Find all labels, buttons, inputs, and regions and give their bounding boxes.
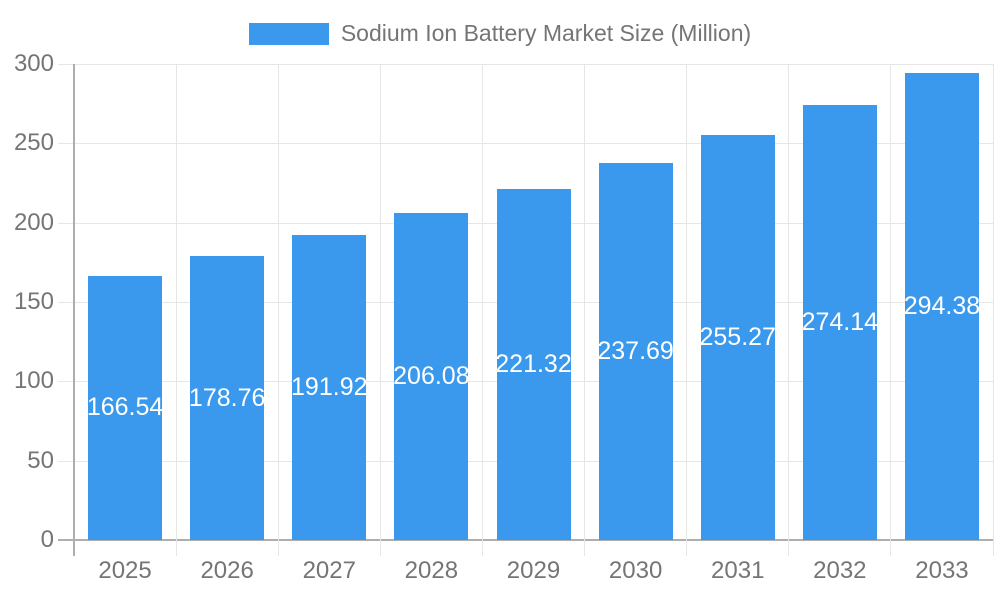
legend-swatch <box>248 22 329 45</box>
x-axis-label: 2026 <box>200 557 254 584</box>
x-gridline <box>379 64 381 540</box>
y-axis-label: 250 <box>13 129 54 157</box>
bar-value-label: 166.54 <box>86 393 164 422</box>
bar-2028[interactable]: 206.08 <box>393 213 470 540</box>
bar-2025[interactable]: 166.54 <box>86 275 164 540</box>
bar-2030[interactable]: 237.69 <box>597 162 674 540</box>
x-axis-tick <box>788 540 790 556</box>
x-axis-label: 2025 <box>98 557 152 584</box>
bar-value-label: 237.69 <box>597 336 674 365</box>
x-axis-tick <box>277 540 279 556</box>
x-gridline <box>890 64 892 540</box>
x-axis-tick <box>584 540 586 556</box>
bar-2032[interactable]: 274.14 <box>801 105 879 540</box>
legend[interactable]: Sodium Ion Battery Market Size (Million) <box>0 20 1000 47</box>
bar-value-label: 206.08 <box>393 362 470 390</box>
x-axis-tick <box>890 540 892 556</box>
x-axis-label: 2029 <box>506 557 561 584</box>
y-axis-label: 150 <box>13 288 54 315</box>
y-axis-label: 200 <box>13 208 54 236</box>
bar-2027[interactable]: 191.92 <box>291 235 368 540</box>
x-gridline <box>992 64 994 540</box>
legend-label: Sodium Ion Battery Market Size (Million) <box>340 20 752 46</box>
y-axis-label: 100 <box>13 367 54 395</box>
bar-value-label: 255.27 <box>699 322 776 351</box>
x-gridline <box>788 64 790 540</box>
bar-2033[interactable]: 294.38 <box>903 72 981 540</box>
x-axis-label: 2033 <box>915 557 969 584</box>
x-gridline <box>175 64 177 540</box>
x-gridline <box>686 64 688 540</box>
x-axis-tick <box>992 540 994 556</box>
bar-2031[interactable]: 255.27 <box>699 134 776 540</box>
x-axis-label: 2028 <box>404 557 459 584</box>
bar-2026[interactable]: 178.76 <box>188 256 266 540</box>
bar-2029[interactable]: 221.32 <box>495 188 572 540</box>
y-gridline <box>58 64 993 65</box>
x-axis-label: 2031 <box>711 557 765 584</box>
x-axis-tick <box>379 540 381 556</box>
x-axis-label: 2027 <box>302 557 356 584</box>
x-axis-label: 2030 <box>608 557 663 584</box>
x-axis-tick <box>175 540 177 556</box>
bar-value-label: 294.38 <box>903 291 981 320</box>
bar-value-label: 191.92 <box>291 373 368 402</box>
y-gridline <box>58 143 993 144</box>
x-gridline <box>277 64 279 540</box>
y-axis-label: 50 <box>27 446 54 474</box>
x-gridline <box>584 64 586 540</box>
x-axis-tick <box>686 540 688 556</box>
bar-value-label: 178.76 <box>188 383 266 412</box>
y-axis-line <box>73 64 75 556</box>
bar-value-label: 221.32 <box>495 349 572 378</box>
y-axis-label: 0 <box>40 526 54 553</box>
x-gridline <box>481 64 483 540</box>
bar-value-label: 274.14 <box>801 308 879 336</box>
x-axis-line <box>58 539 993 541</box>
x-axis-tick <box>481 540 483 556</box>
x-axis-label: 2032 <box>813 557 867 584</box>
y-axis-label: 300 <box>13 50 54 77</box>
